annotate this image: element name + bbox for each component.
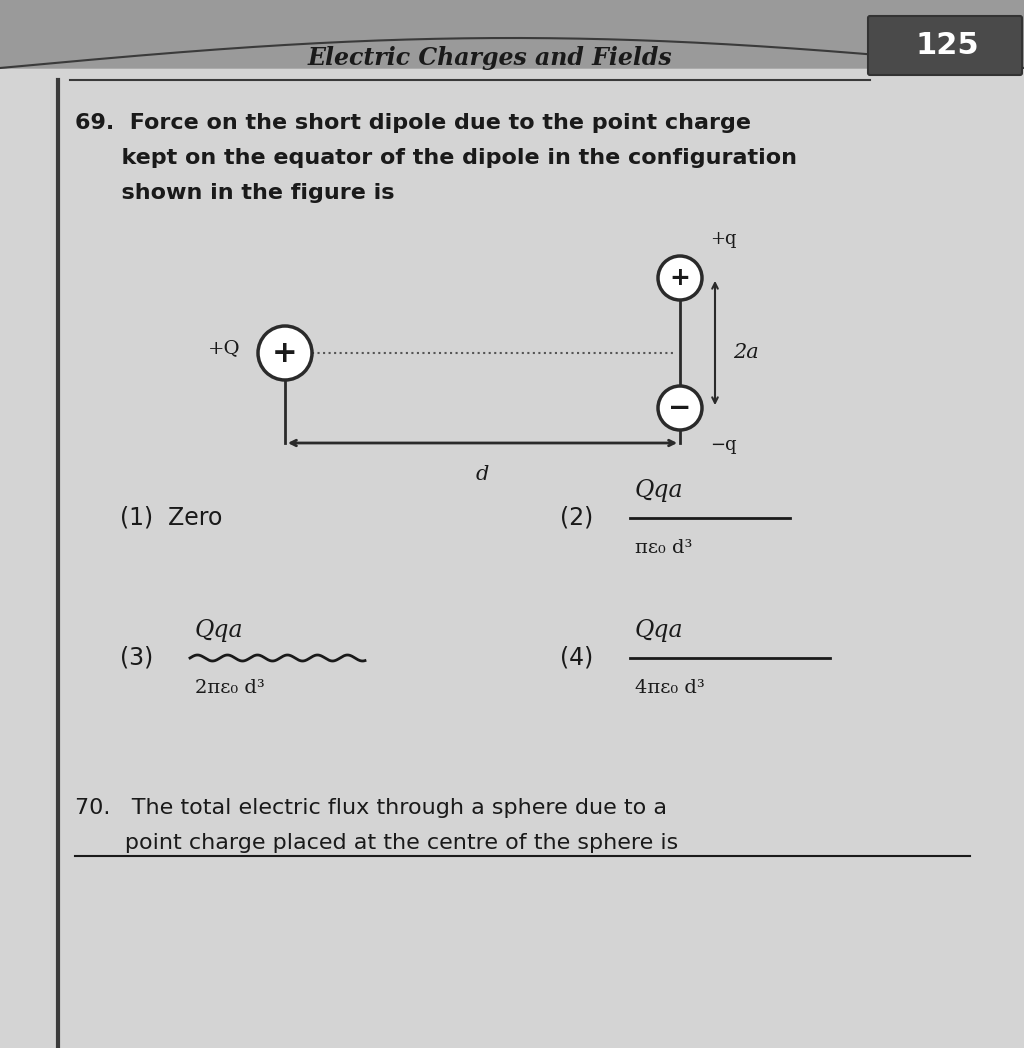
Text: 69.  Force on the short dipole due to the point charge: 69. Force on the short dipole due to the…: [75, 113, 751, 133]
Text: +: +: [670, 266, 690, 290]
Text: (2): (2): [560, 506, 593, 530]
Text: Electric Charges and Fields: Electric Charges and Fields: [307, 46, 673, 70]
Text: point charge placed at the centre of the sphere is: point charge placed at the centre of the…: [75, 833, 678, 853]
Text: 2πε₀ d³: 2πε₀ d³: [195, 679, 265, 697]
Text: −q: −q: [710, 436, 736, 454]
Text: Qqa: Qqa: [635, 618, 684, 641]
Text: Qqa: Qqa: [635, 479, 684, 502]
Text: Qqa: Qqa: [195, 618, 244, 641]
Circle shape: [258, 326, 312, 380]
Text: 70.   The total electric flux through a sphere due to a: 70. The total electric flux through a sp…: [75, 798, 667, 818]
Text: (4): (4): [560, 646, 593, 670]
FancyBboxPatch shape: [868, 16, 1022, 75]
Circle shape: [658, 386, 702, 430]
Circle shape: [658, 256, 702, 300]
Text: shown in the figure is: shown in the figure is: [75, 183, 394, 203]
Text: 4πε₀ d³: 4πε₀ d³: [635, 679, 705, 697]
Text: (3): (3): [120, 646, 154, 670]
Text: kept on the equator of the dipole in the configuration: kept on the equator of the dipole in the…: [75, 148, 797, 168]
Text: 125: 125: [915, 30, 979, 60]
Text: +: +: [272, 339, 298, 368]
Text: 2a: 2a: [733, 344, 759, 363]
Text: +Q: +Q: [208, 339, 240, 357]
Text: +q: +q: [710, 230, 736, 248]
Text: −: −: [669, 394, 691, 422]
Text: (1)  Zero: (1) Zero: [120, 506, 222, 530]
Text: πε₀ d³: πε₀ d³: [635, 539, 692, 556]
Bar: [0, 0, 1024, 68]
Text: d: d: [476, 465, 489, 484]
